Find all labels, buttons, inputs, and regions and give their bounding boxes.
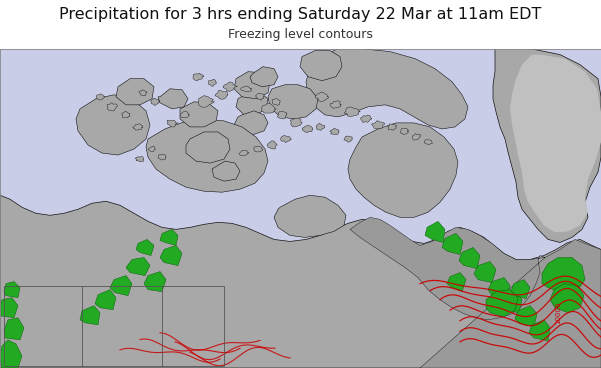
Polygon shape (198, 96, 215, 107)
Polygon shape (510, 54, 601, 233)
Polygon shape (234, 72, 270, 99)
Polygon shape (136, 240, 154, 255)
Polygon shape (212, 161, 240, 181)
Polygon shape (215, 91, 228, 99)
Polygon shape (146, 119, 268, 192)
Polygon shape (4, 318, 24, 340)
Polygon shape (148, 146, 156, 152)
Polygon shape (281, 136, 291, 142)
Text: 10000: 10000 (555, 301, 561, 324)
Polygon shape (180, 102, 218, 127)
Polygon shape (80, 306, 100, 325)
Polygon shape (151, 98, 160, 106)
Polygon shape (371, 121, 385, 129)
Polygon shape (330, 128, 339, 135)
Text: Freezing level contours: Freezing level contours (228, 28, 373, 42)
Polygon shape (348, 123, 458, 217)
Text: Precipitation for 3 hrs ending Saturday 22 Mar at 11am EDT: Precipitation for 3 hrs ending Saturday … (59, 7, 542, 22)
Polygon shape (459, 247, 480, 269)
Polygon shape (0, 195, 601, 368)
Polygon shape (239, 151, 249, 156)
Polygon shape (542, 258, 585, 294)
Polygon shape (236, 93, 268, 115)
Polygon shape (133, 124, 143, 130)
Polygon shape (126, 258, 150, 276)
Polygon shape (267, 141, 277, 149)
Polygon shape (180, 112, 190, 118)
Polygon shape (344, 136, 353, 142)
Polygon shape (261, 104, 276, 113)
Polygon shape (388, 124, 397, 130)
Polygon shape (274, 195, 346, 237)
Polygon shape (511, 280, 530, 299)
Polygon shape (160, 245, 182, 266)
Polygon shape (160, 229, 178, 245)
Polygon shape (144, 272, 166, 292)
Polygon shape (447, 273, 466, 292)
Polygon shape (344, 107, 361, 117)
Polygon shape (412, 134, 421, 140)
Polygon shape (302, 125, 313, 132)
Polygon shape (116, 79, 154, 105)
Bar (4, 286, 224, 366)
Polygon shape (240, 86, 252, 92)
Polygon shape (424, 139, 433, 145)
Polygon shape (306, 49, 468, 129)
Polygon shape (316, 123, 325, 130)
Polygon shape (330, 101, 341, 108)
Polygon shape (0, 298, 18, 318)
Polygon shape (488, 277, 510, 299)
Polygon shape (350, 217, 601, 368)
Polygon shape (110, 276, 132, 296)
Polygon shape (250, 67, 278, 87)
Polygon shape (501, 292, 522, 313)
Polygon shape (209, 79, 216, 86)
Polygon shape (167, 120, 178, 127)
Polygon shape (4, 282, 20, 298)
Polygon shape (400, 128, 409, 134)
Polygon shape (255, 93, 264, 100)
Polygon shape (474, 262, 496, 283)
Polygon shape (290, 118, 302, 127)
Polygon shape (300, 50, 342, 81)
Polygon shape (278, 111, 287, 119)
Polygon shape (361, 115, 372, 123)
Polygon shape (121, 111, 130, 118)
Polygon shape (107, 103, 117, 111)
Polygon shape (158, 89, 188, 109)
Polygon shape (493, 49, 601, 243)
Polygon shape (442, 233, 463, 255)
Polygon shape (550, 284, 584, 313)
Polygon shape (76, 95, 150, 155)
Polygon shape (515, 306, 537, 327)
Polygon shape (425, 221, 445, 243)
Polygon shape (135, 156, 144, 162)
Polygon shape (268, 85, 318, 119)
Polygon shape (254, 146, 263, 152)
Polygon shape (529, 320, 550, 341)
Polygon shape (186, 132, 230, 163)
Polygon shape (193, 73, 204, 81)
Polygon shape (272, 99, 280, 105)
Polygon shape (316, 92, 329, 102)
Polygon shape (139, 90, 147, 96)
Polygon shape (223, 82, 237, 91)
Polygon shape (234, 111, 268, 135)
Polygon shape (158, 154, 166, 160)
Polygon shape (96, 94, 105, 100)
Polygon shape (486, 290, 518, 317)
Polygon shape (95, 290, 116, 310)
Polygon shape (0, 340, 22, 368)
